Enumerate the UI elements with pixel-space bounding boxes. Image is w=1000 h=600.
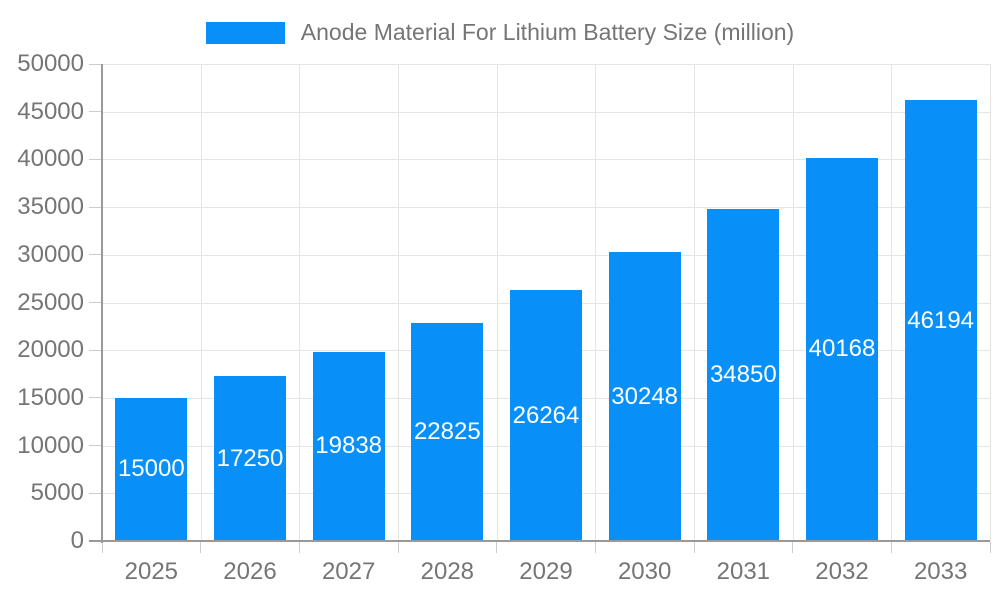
bar-value-label: 30248	[611, 382, 679, 410]
x-axis-label: 2032	[815, 558, 869, 585]
x-axis-tick	[496, 542, 498, 553]
bar-value-label: 17250	[216, 444, 284, 472]
bar-value-label: 22825	[413, 418, 481, 446]
x-axis-tick	[101, 542, 103, 553]
y-axis-label: 5000	[30, 479, 84, 507]
y-axis-tick	[89, 492, 102, 494]
y-axis-label: 20000	[17, 336, 84, 364]
y-axis-tick	[89, 206, 102, 208]
bar-value-label: 15000	[117, 455, 185, 483]
gridline-y	[102, 254, 990, 256]
y-axis-tick	[89, 397, 102, 399]
bar: 17250	[214, 376, 286, 541]
gridline-x	[398, 64, 399, 541]
y-axis-label: 45000	[17, 97, 84, 125]
y-axis-tick	[89, 445, 102, 447]
x-axis-tick	[397, 542, 399, 553]
y-axis-line	[101, 64, 103, 543]
x-axis-label: 2033	[913, 558, 968, 585]
gridline-y	[102, 64, 990, 65]
gridline-x	[792, 64, 794, 541]
bar-value-label: 19838	[315, 432, 383, 460]
x-axis-label: 2028	[420, 558, 475, 585]
x-axis-label: 2025	[124, 558, 179, 585]
x-axis-line	[89, 540, 990, 542]
plot-area: 0 5000 10000 15000 20000 25000 30000 35000 40000…	[17, 50, 991, 585]
bar-value-label: 40168	[808, 335, 876, 363]
x-axis-label: 2029	[519, 558, 573, 585]
gridline-y	[102, 111, 990, 113]
x-axis-tick	[693, 542, 695, 553]
x-axis-tick	[792, 542, 794, 553]
bar: 40168	[806, 157, 878, 541]
y-axis-tick	[89, 158, 102, 160]
x-axis-label: 2030	[617, 558, 672, 585]
gridline-x	[694, 64, 695, 541]
bar: 30248	[608, 252, 681, 541]
bar: 22825	[411, 323, 484, 541]
y-axis-label: 15000	[17, 383, 84, 411]
y-axis-tick	[89, 349, 102, 351]
x-axis-tick	[890, 542, 892, 553]
x-axis-tick	[298, 542, 300, 553]
bar-value-label: 26264	[512, 401, 580, 429]
y-axis-label: 10000	[17, 431, 84, 459]
gridline-x	[891, 64, 893, 541]
y-axis-label: 40000	[17, 145, 84, 173]
y-axis-label: 25000	[17, 288, 84, 316]
x-axis-label: 2031	[716, 558, 771, 585]
y-axis-label: 35000	[17, 193, 84, 221]
y-axis-label: 50000	[17, 50, 84, 77]
bar: 26264	[510, 290, 582, 541]
x-axis-label: 2027	[321, 558, 376, 585]
x-axis-tick	[594, 542, 596, 553]
gridline-x	[200, 64, 202, 541]
gridline-x	[990, 64, 991, 541]
y-axis-label: 0	[70, 527, 84, 554]
gridline-x	[299, 64, 301, 541]
gridline-y	[102, 207, 990, 209]
y-axis-tick	[89, 302, 102, 303]
bar: 46194	[904, 100, 977, 541]
y-axis-tick	[89, 111, 102, 113]
y-axis-tick	[89, 254, 102, 256]
bar: 34850	[707, 208, 780, 541]
gridline-x	[496, 64, 498, 541]
x-axis-label: 2026	[223, 558, 277, 585]
x-axis-tick	[200, 542, 202, 553]
legend[interactable]: Anode Material For Lithium Battery Size …	[0, 19, 1000, 46]
x-axis-tick	[989, 542, 991, 553]
legend-label: Anode Material For Lithium Battery Size …	[300, 19, 795, 45]
y-axis-tick	[89, 63, 102, 65]
bar-value-label: 46194	[907, 306, 975, 334]
bar: 15000	[115, 397, 188, 541]
bar: 19838	[312, 351, 385, 541]
legend-swatch	[205, 21, 285, 44]
y-axis-label: 30000	[17, 240, 84, 268]
gridline-y	[102, 159, 990, 161]
gridline-x	[595, 64, 597, 541]
bar-value-label: 34850	[709, 360, 777, 388]
